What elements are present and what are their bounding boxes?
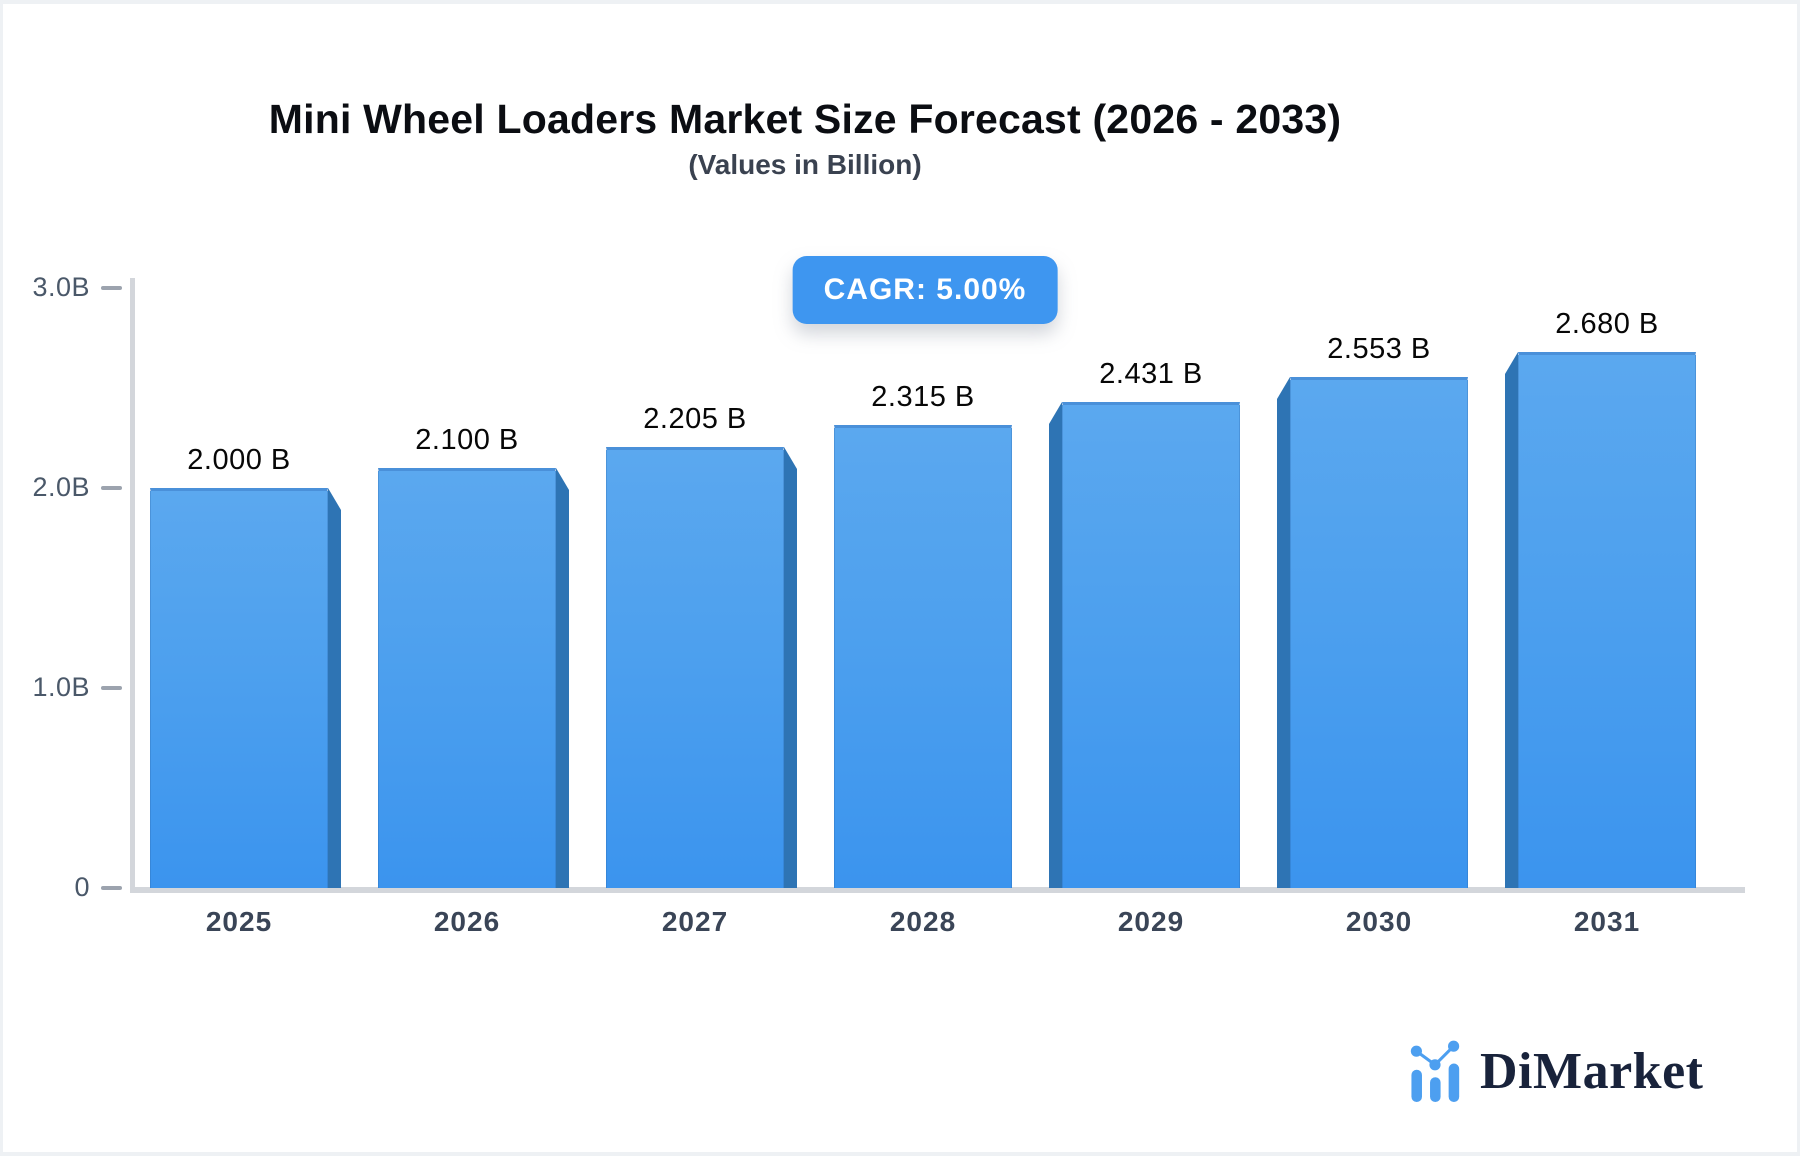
y-tick-label: 0 (74, 872, 90, 902)
y-tick-mark (101, 286, 122, 290)
bar-value-label: 2.553 B (1327, 333, 1431, 365)
x-category-label: 2030 (1345, 906, 1413, 937)
y-axis-line (130, 278, 135, 892)
bar-side-3d (784, 447, 797, 888)
bar-side-3d (1049, 402, 1062, 888)
bar-2030 (1290, 377, 1468, 888)
brand-name: DiMarket (1480, 1042, 1704, 1100)
cagr-badge: CAGR: 5.00% (792, 256, 1058, 324)
bar-2028 (834, 425, 1012, 888)
y-tick-label: 3.0B (32, 272, 90, 302)
chart-subtitle: (Values in Billion) (688, 149, 922, 180)
x-category-label: 2029 (1117, 906, 1185, 937)
y-tick-mark (101, 486, 122, 490)
bar-2029 (1062, 402, 1240, 888)
y-tick-mark (101, 686, 122, 690)
x-category-label: 2028 (889, 906, 957, 937)
y-tick-mark (101, 886, 122, 890)
bar-2031 (1518, 352, 1696, 888)
bar-value-label: 2.205 B (643, 403, 747, 435)
brand-logo: DiMarket (1404, 1040, 1703, 1102)
y-tick-label: 2.0B (32, 472, 90, 502)
bar-line-chart-icon (1410, 1040, 1460, 1102)
y-tick-label: 1.0B (32, 672, 90, 702)
bar-side-3d (328, 488, 341, 888)
x-axis-line (130, 887, 1745, 893)
x-category-label: 2026 (433, 906, 501, 937)
bar-value-label: 2.100 B (415, 424, 519, 456)
x-category-label: 2027 (661, 906, 729, 937)
bar-side-3d (1277, 377, 1290, 888)
bar-side-3d (556, 468, 569, 888)
bar-side-3d (1505, 352, 1518, 888)
bar-2027 (606, 447, 784, 888)
chart-title: Mini Wheel Loaders Market Size Forecast … (268, 96, 1342, 142)
bar-value-label: 2.315 B (871, 381, 975, 413)
x-category-label: 2031 (1573, 906, 1641, 937)
bar-value-label: 2.000 B (187, 444, 291, 476)
bar-value-label: 2.431 B (1099, 358, 1203, 390)
x-category-label: 2025 (205, 906, 273, 937)
bar-value-label: 2.680 B (1555, 308, 1659, 340)
bar-2026 (378, 468, 556, 888)
bar-2025 (150, 488, 328, 888)
